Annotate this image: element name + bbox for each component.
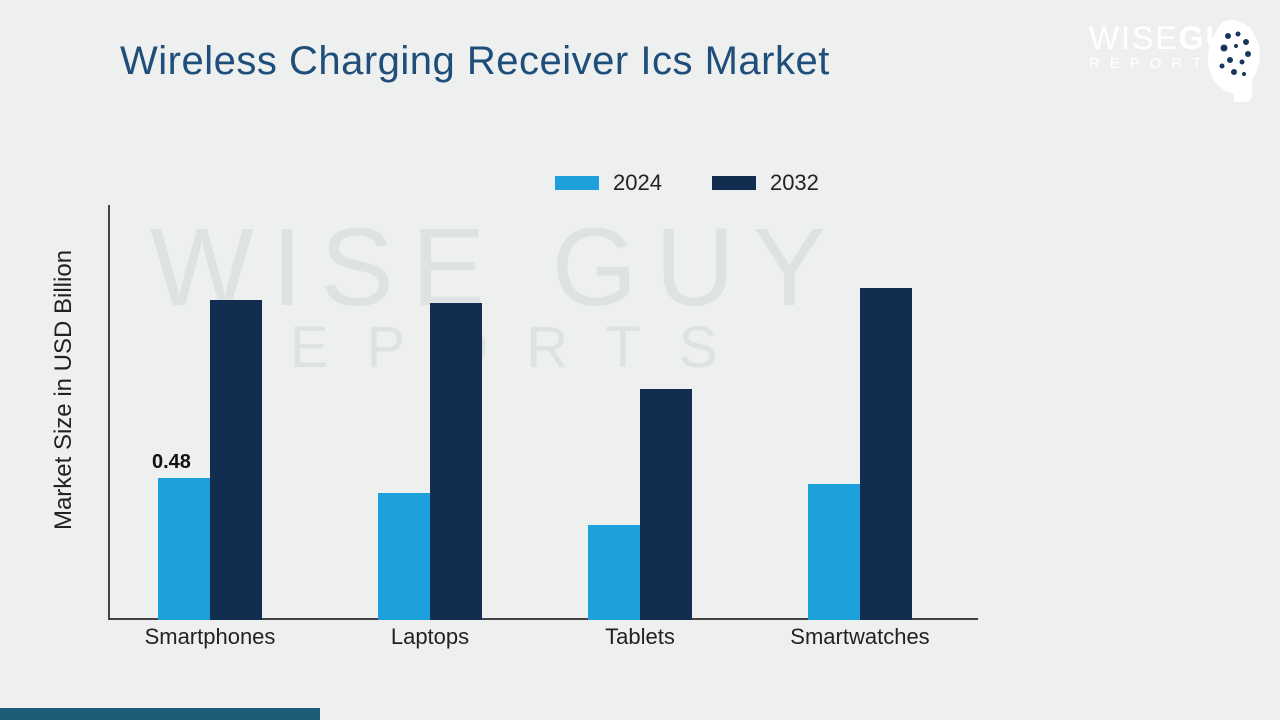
legend-label-2032: 2032 xyxy=(770,170,819,196)
chart-title: Wireless Charging Receiver Ics Market xyxy=(120,38,840,84)
legend-item-2024: 2024 xyxy=(555,170,662,196)
brand-head-icon xyxy=(1194,16,1264,106)
legend: 2024 2032 xyxy=(555,170,819,196)
category-label: Smartwatches xyxy=(785,624,935,650)
bar-2032-tablets xyxy=(640,389,692,620)
bar-2024-tablets xyxy=(588,525,640,620)
bar-2024-laptops xyxy=(378,493,430,620)
bar-2032-smartphones xyxy=(210,300,262,620)
legend-swatch-2032 xyxy=(712,176,756,190)
bar-value-label: 0.48 xyxy=(152,451,191,474)
legend-label-2024: 2024 xyxy=(613,170,662,196)
category-label: Tablets xyxy=(565,624,715,650)
y-axis-label: Market Size in USD Billion xyxy=(50,250,78,530)
bar-2024-smartwatches xyxy=(808,484,860,620)
bar-2032-laptops xyxy=(430,303,482,620)
category-label: Laptops xyxy=(355,624,505,650)
category-label: Smartphones xyxy=(135,624,285,650)
legend-item-2032: 2032 xyxy=(712,170,819,196)
plot-area: 0.48 xyxy=(108,205,978,620)
brand-logo: WISEGUY REPORTS xyxy=(1089,20,1254,72)
y-axis xyxy=(108,205,110,620)
bar-2024-smartphones xyxy=(158,478,210,620)
chart-card: WISE GUY REPORTS Wireless Charging Recei… xyxy=(0,0,1280,720)
bar-2032-smartwatches xyxy=(860,288,912,620)
legend-swatch-2024 xyxy=(555,176,599,190)
bottom-accent-bar xyxy=(0,708,320,720)
